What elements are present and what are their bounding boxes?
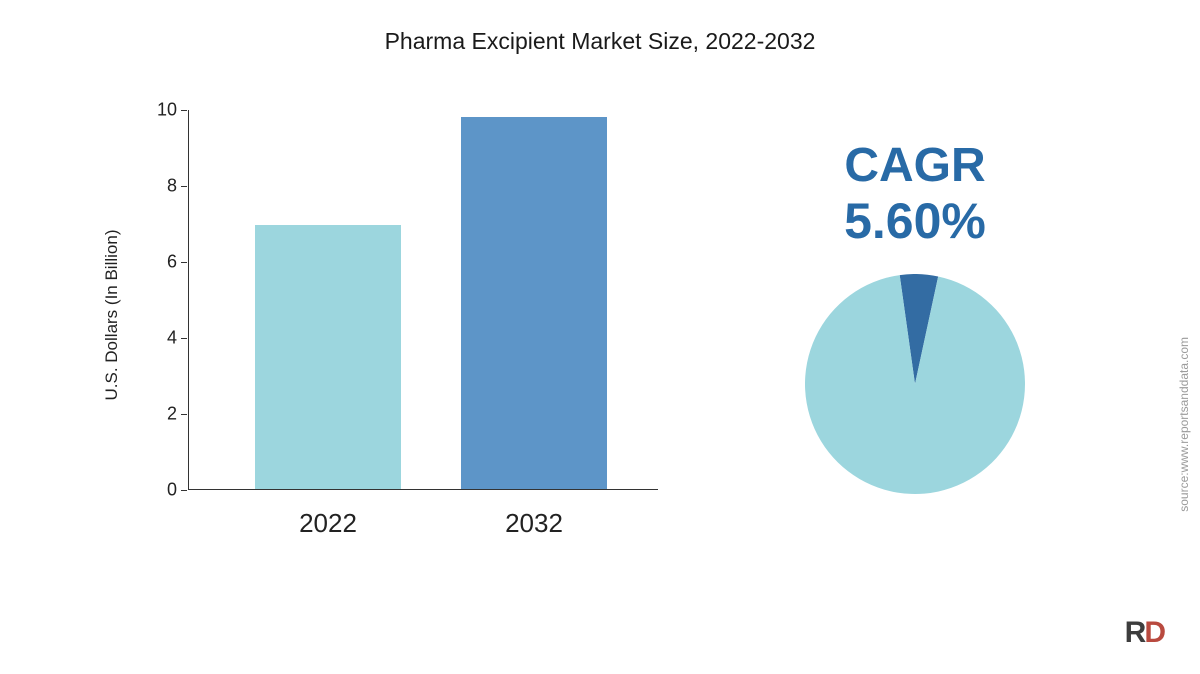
bar xyxy=(461,117,607,489)
bar xyxy=(255,225,401,489)
cagr-value: 5.60% xyxy=(750,193,1080,251)
y-tick-label: 10 xyxy=(151,100,177,121)
y-tick xyxy=(181,414,187,415)
y-tick-label: 2 xyxy=(151,404,177,425)
y-tick xyxy=(181,490,187,491)
y-tick-label: 4 xyxy=(151,328,177,349)
source-attribution: source:www.reportsanddata.com xyxy=(1177,337,1191,512)
y-tick xyxy=(181,338,187,339)
y-tick-label: 6 xyxy=(151,252,177,273)
y-tick-label: 0 xyxy=(151,480,177,501)
logo-d: D xyxy=(1144,616,1164,649)
plot-area: 024681020222032 xyxy=(188,110,658,490)
x-tick-label: 2032 xyxy=(464,508,604,539)
brand-logo: RD xyxy=(1125,616,1164,650)
cagr-label: CAGR xyxy=(750,140,1080,193)
y-tick xyxy=(181,262,187,263)
y-tick-label: 8 xyxy=(151,176,177,197)
y-tick xyxy=(181,110,187,111)
y-tick xyxy=(181,186,187,187)
bar-chart: U.S. Dollars (In Billion) 02468102022203… xyxy=(148,100,668,530)
logo-r: R xyxy=(1125,616,1145,649)
chart-title: Pharma Excipient Market Size, 2022-2032 xyxy=(0,28,1200,55)
x-tick-label: 2022 xyxy=(258,508,398,539)
pie-chart xyxy=(805,274,1025,494)
y-axis-label: U.S. Dollars (In Billion) xyxy=(102,230,122,401)
cagr-panel: CAGR 5.60% xyxy=(750,140,1080,494)
